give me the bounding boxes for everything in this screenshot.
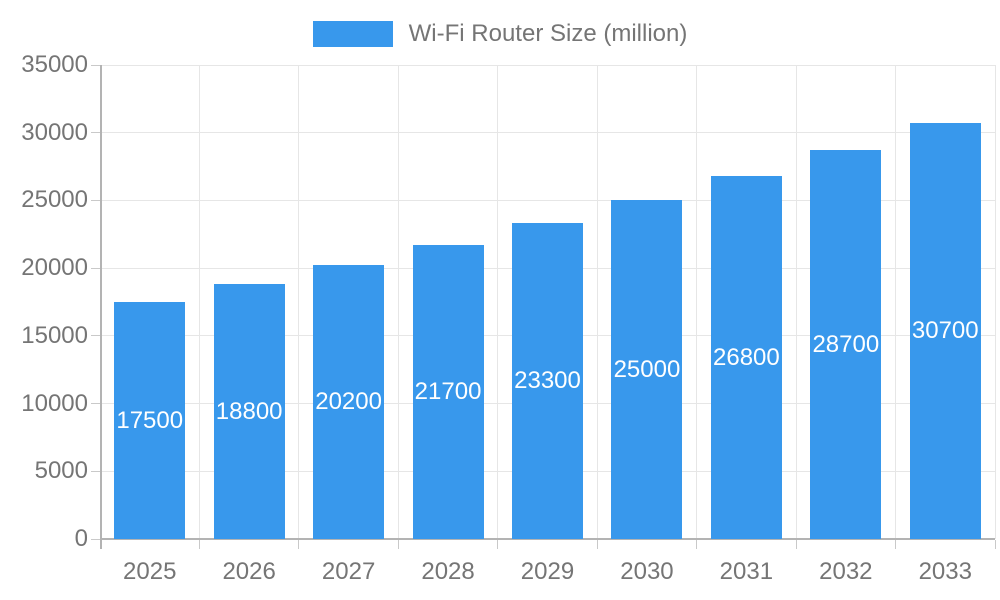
y-axis-tick-label: 10000 — [21, 389, 88, 417]
x-axis-tick — [994, 540, 996, 549]
bar-value-label: 25000 — [613, 355, 681, 383]
gridline-vertical — [198, 65, 200, 539]
bar — [512, 223, 583, 539]
bar — [710, 176, 782, 539]
bar-value-label: 26800 — [713, 343, 780, 371]
bar — [313, 265, 385, 539]
bar — [412, 245, 484, 539]
gridline-vertical — [397, 65, 399, 539]
y-axis-tick-label: 15000 — [21, 321, 88, 349]
y-axis-tick — [91, 199, 100, 201]
gridline-vertical — [696, 65, 698, 539]
x-axis-tick-label: 2026 — [222, 558, 276, 585]
x-axis-tick-label: 2027 — [321, 558, 376, 585]
gridline-vertical — [298, 65, 300, 539]
y-axis-tick — [91, 132, 100, 134]
bar-value-label: 21700 — [414, 378, 482, 406]
bar — [213, 284, 285, 539]
bar — [909, 123, 981, 539]
gridline-horizontal — [100, 132, 995, 134]
legend-label: Wi-Fi Router Size (million) — [408, 20, 688, 47]
y-axis-tick-label: 20000 — [21, 254, 88, 282]
y-axis-tick-label: 25000 — [21, 186, 88, 214]
bar-value-label: 28700 — [812, 330, 880, 358]
gridline-vertical — [596, 65, 598, 539]
y-axis-line — [100, 65, 102, 549]
legend: Wi-Fi Router Size (million) — [0, 14, 1000, 54]
x-axis-tick-label: 2031 — [719, 558, 774, 585]
bar — [611, 200, 683, 539]
x-axis-tick-label: 2028 — [421, 558, 475, 585]
x-axis-tick-label: 2030 — [620, 558, 674, 585]
legend-color-swatch — [312, 21, 393, 47]
x-axis-tick — [696, 540, 698, 549]
bar-value-label: 18800 — [215, 397, 283, 425]
x-axis-tick — [198, 540, 200, 549]
x-axis-tick — [497, 540, 499, 549]
gridline-vertical — [895, 65, 897, 539]
gridline-horizontal — [100, 64, 995, 66]
x-axis-tick — [596, 540, 598, 549]
y-axis-tick — [91, 335, 100, 337]
x-axis-tick — [795, 540, 797, 549]
y-axis-tick — [91, 470, 100, 472]
gridline-vertical — [497, 65, 499, 539]
y-axis-tick — [91, 64, 100, 66]
y-axis-tick-label: 0 — [74, 525, 88, 552]
y-axis-tick — [91, 538, 100, 540]
bar-value-label: 23300 — [514, 367, 581, 395]
plot-area: 0 5000 10000 15000 20000 25000 30000 35000 17500… — [21, 51, 996, 585]
bar-value-label: 30700 — [911, 317, 979, 345]
y-axis-tick-label: 35000 — [21, 51, 88, 78]
gridline-vertical — [994, 65, 996, 539]
x-axis-tick — [298, 540, 300, 549]
gridline-horizontal — [100, 199, 995, 201]
bar — [810, 150, 882, 539]
y-axis-tick-label: 30000 — [21, 118, 88, 146]
bar — [114, 302, 186, 539]
y-axis-tick-label: 5000 — [34, 457, 88, 485]
x-axis-tick-label: 2033 — [918, 558, 972, 585]
x-axis-tick — [895, 540, 897, 549]
bar-value-label: 20200 — [315, 388, 382, 416]
x-axis-line — [100, 538, 995, 540]
x-axis-tick — [397, 540, 399, 549]
x-axis-tick-label: 2025 — [123, 558, 177, 585]
gridline-vertical — [795, 65, 797, 539]
x-axis-tick-label: 2029 — [520, 558, 575, 585]
bar-value-label: 17500 — [116, 406, 184, 434]
y-axis-tick — [91, 403, 100, 405]
x-axis-tick-label: 2032 — [819, 558, 873, 585]
y-axis-tick — [91, 267, 100, 269]
